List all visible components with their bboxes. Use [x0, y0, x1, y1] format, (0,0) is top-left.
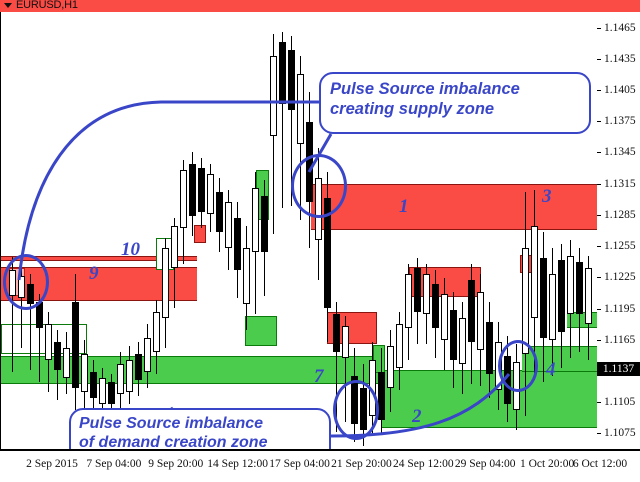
- marker-label-10: 10: [121, 239, 140, 260]
- price-tick-mark: [597, 121, 601, 123]
- highlight-ellipse-supply: [291, 154, 347, 218]
- price-tick-mark: [597, 90, 601, 92]
- price-tick-mark: [597, 277, 601, 279]
- price-tick-mark: [597, 58, 601, 60]
- demand-zone-box-245: [245, 316, 277, 346]
- supply-callout-box: Pulse Source imbalance creating supply z…: [319, 72, 591, 134]
- marker-label-1: 1: [399, 196, 409, 217]
- highlight-ellipse-demand: [333, 380, 379, 440]
- marker-label-9: 9: [89, 263, 99, 284]
- price-tick-mark: [597, 433, 601, 435]
- price-tick-mark: [597, 27, 601, 29]
- price-tick-label: 1.1315: [604, 177, 636, 190]
- time-tick-label: 17 Sep 04:00: [269, 458, 330, 470]
- time-tick-label: 2 Sep 2015: [26, 458, 78, 470]
- symbol-title: EURUSD,H1: [16, 0, 78, 11]
- current-price-tag: 1.1137: [597, 361, 640, 376]
- price-tick-mark: [597, 183, 601, 185]
- highlight-ellipse-4: [498, 340, 538, 392]
- price-tick-label: 1.1435: [604, 52, 636, 65]
- price-tick-mark: [597, 308, 601, 310]
- price-tick-label: 1.1375: [604, 115, 636, 128]
- time-tick-label: 1 Oct 20:00: [519, 458, 575, 470]
- supply-zone-small-d: [194, 225, 206, 243]
- marker-label-4: 4: [546, 359, 556, 380]
- price-tick-label: 1.1285: [604, 208, 636, 221]
- marker-label-7: 7: [314, 366, 324, 387]
- time-axis[interactable]: 2 Sep 2015 7 Sep 04:00 9 Sep 20:00 14 Sep 1…: [0, 449, 640, 482]
- demand-zone-right-b: [567, 312, 598, 328]
- price-tick-mark: [597, 246, 601, 248]
- price-tick-mark: [597, 152, 601, 154]
- time-tick-label: 29 Sep 04:00: [454, 458, 516, 470]
- supply-zone-1: [311, 184, 598, 230]
- price-tick-label: 1.1225: [604, 271, 636, 284]
- price-axis[interactable]: 1.1465 1.1435 1.1405 1.1375 1.1345 1.1315 1.12…: [597, 12, 640, 449]
- price-tick-label: 1.1195: [604, 302, 636, 315]
- price-tick-mark: [597, 402, 601, 404]
- chart-plot-area[interactable]: 1 3 9 10 7 2 4 Pulse Source imbalance cr…: [0, 12, 599, 449]
- time-tick-label: 24 Sep 12:00: [392, 458, 454, 470]
- time-tick-label: 7 Sep 04:00: [86, 458, 142, 470]
- price-tick-label: 1.1405: [604, 84, 636, 97]
- price-tick-label: 1.1165: [604, 333, 636, 346]
- price-tick-mark: [597, 214, 601, 216]
- price-tick-label: 1.1075: [604, 427, 636, 440]
- price-tick-label: 1.1345: [604, 146, 636, 159]
- chevron-down-icon[interactable]: [4, 3, 12, 8]
- price-tick-mark: [597, 339, 601, 341]
- demand-callout-box: Pulse Source imbalance of demand creatio…: [69, 408, 331, 449]
- price-tick-label: 1.1465: [604, 21, 636, 34]
- marker-label-2: 2: [412, 406, 422, 427]
- highlight-ellipse-origin: [3, 254, 49, 310]
- time-tick-label: 9 Sep 20:00: [148, 458, 204, 470]
- time-tick-label: 21 Sep 20:00: [331, 458, 392, 470]
- time-tick-label: 6 Oct 12:00: [572, 458, 628, 470]
- price-tick-label: 1.1105: [604, 396, 636, 409]
- price-tick-label: 1.1255: [604, 240, 636, 253]
- time-tick-label: 14 Sep 12:00: [207, 458, 269, 470]
- marker-label-3: 3: [542, 186, 552, 207]
